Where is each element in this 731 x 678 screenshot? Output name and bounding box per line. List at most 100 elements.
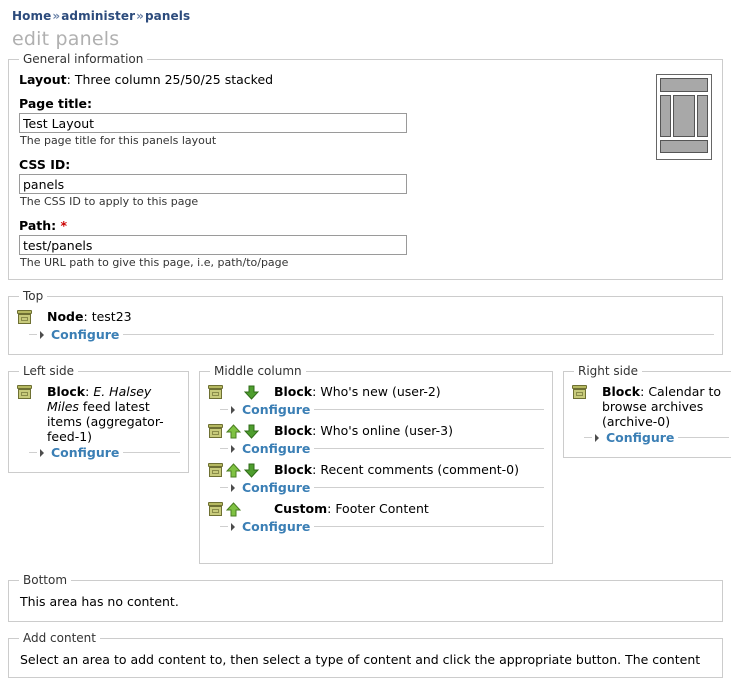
css-id-label: CSS ID: [19, 157, 71, 172]
configure-link[interactable]: Configure [606, 430, 675, 445]
triangle-right-icon [231, 405, 239, 414]
panel-columns: Left side Block: E. Halsey Miles feed la… [8, 364, 731, 564]
arrow-down-icon[interactable] [244, 463, 261, 479]
breadcrumb-separator: » [136, 9, 144, 23]
column-right: Right side Block: Calendar to browse arc… [563, 364, 731, 458]
configure-rule-right [123, 334, 714, 335]
panel-item-icons [208, 384, 274, 401]
trash-icon[interactable] [572, 385, 589, 401]
trash-icon[interactable] [17, 385, 34, 401]
trash-icon[interactable] [208, 424, 225, 440]
configure-row: Configure [572, 429, 729, 448]
panel-item-icons [208, 501, 274, 518]
path-label: Path: * [17, 218, 714, 235]
column-middle: Middle column Blo [199, 364, 553, 564]
add-content-description: Select an area to add content to, then s… [20, 652, 701, 667]
panel-item-type: Custom [274, 501, 328, 516]
triangle-right-icon [595, 433, 603, 442]
breadcrumb-item-home[interactable]: Home [12, 9, 52, 23]
trash-icon[interactable] [208, 502, 225, 518]
arrow-down-placeholder [244, 502, 261, 518]
path-input[interactable] [19, 235, 407, 255]
layout-value: Three column 25/50/25 stacked [74, 72, 274, 87]
configure-link[interactable]: Configure [242, 480, 311, 495]
arrow-up-icon[interactable] [226, 463, 243, 479]
configure-link[interactable]: Configure [242, 402, 311, 417]
panel-item-type: Node [47, 309, 84, 324]
configure-link[interactable]: Configure [51, 327, 120, 342]
arrow-down-icon[interactable] [244, 385, 261, 401]
field-group-page-title: Page title: The page title for this pane… [17, 96, 714, 157]
panel-item-icons [17, 384, 47, 401]
panel-item-title: Calendar to browse archives (archive-0) [602, 384, 722, 429]
trash-icon[interactable] [17, 310, 34, 326]
panel-item: Block: E. Halsey Miles feed latest items… [17, 382, 180, 464]
trash-icon[interactable] [208, 463, 225, 479]
field-group-css-id: CSS ID: The CSS ID to apply to this page [17, 157, 714, 218]
path-help: The URL path to give this page, i.e, pat… [20, 256, 289, 269]
region-bottom-legend: Bottom [23, 573, 68, 587]
panel-item-head: Block: E. Halsey Miles feed latest items… [17, 384, 180, 444]
panel-item-type: Block [274, 423, 313, 438]
panel-item-separator: : [83, 309, 88, 324]
css-id-input[interactable] [19, 174, 407, 194]
triangle-right-icon [231, 483, 239, 492]
panel-item-type: Block [274, 384, 313, 399]
panel-item-head: Node: test23 [17, 309, 714, 326]
layout-label: Layout [19, 72, 67, 87]
panel-item: Block: Who's new (user-2) Configure [208, 382, 544, 421]
configure-row: Configure [17, 444, 180, 463]
panel-item-label: Block: Calendar to browse archives (arch… [602, 384, 729, 429]
breadcrumb-item-panels[interactable]: panels [144, 9, 191, 23]
region-right-fieldset: Right side Block: Calendar to browse arc… [563, 364, 731, 458]
panel-item-title-rest: feed latest items (aggregator-feed-1) [47, 399, 164, 444]
panel-item-title: test23 [91, 309, 132, 324]
panel-item-separator: : [312, 462, 317, 477]
path-label-text: Path: [19, 218, 57, 233]
configure-row: Configure [208, 401, 544, 420]
panel-item-separator: : [312, 423, 317, 438]
configure-rule-left [220, 526, 228, 527]
configure-link[interactable]: Configure [51, 445, 120, 460]
configure-link[interactable]: Configure [242, 441, 311, 456]
region-left-fieldset: Left side Block: E. Halsey Miles feed la… [8, 364, 189, 473]
region-bottom-fieldset: Bottom This area has no content. [8, 573, 723, 622]
panel-item-label: Block: Recent comments (comment-0) [274, 462, 544, 477]
trash-icon[interactable] [208, 385, 225, 401]
css-id-help: The CSS ID to apply to this page [20, 195, 199, 208]
panel-item-head: Block: Calendar to browse archives (arch… [572, 384, 729, 429]
region-top-fieldset: Top Node: test23 Configure [8, 289, 723, 355]
configure-rule-left [220, 448, 228, 449]
panel-item-head: Block: Who's new (user-2) [208, 384, 544, 401]
panel-item-separator: : [640, 384, 645, 399]
panel-item: Block: Who's online (user-3) Configure [208, 421, 544, 460]
panel-item-title: Who's online (user-3) [320, 423, 453, 438]
breadcrumb-item-administer[interactable]: administer [61, 9, 136, 23]
panel-item: Block: Calendar to browse archives (arch… [572, 382, 729, 449]
panel-item: Node: test23 Configure [17, 307, 714, 346]
arrow-up-icon[interactable] [226, 424, 243, 440]
configure-row: Configure [208, 440, 544, 459]
panel-item-type: Block [274, 462, 313, 477]
breadcrumb: Home»administer»panels [8, 0, 723, 27]
panel-item: Block: Recent comments (comment-0) Confi… [208, 460, 544, 499]
panel-item-type: Block [47, 384, 86, 399]
panel-item-icons [208, 423, 274, 440]
panel-item-label: Node: test23 [47, 309, 714, 324]
configure-rule-left [29, 452, 37, 453]
configure-row: Configure [17, 326, 714, 345]
arrow-down-icon[interactable] [244, 424, 261, 440]
configure-rule-right [314, 487, 544, 488]
arrow-up-icon[interactable] [226, 502, 243, 518]
general-information-fieldset: General information Layout: Three column… [8, 52, 723, 280]
panel-item-separator: : [327, 501, 332, 516]
layout-colon: : [66, 72, 75, 87]
region-bottom-empty-text: This area has no content. [20, 594, 179, 609]
region-left-legend: Left side [23, 364, 74, 378]
configure-link[interactable]: Configure [242, 519, 311, 534]
page-title-input[interactable] [19, 113, 407, 133]
panel-item-separator: : [312, 384, 317, 399]
configure-rule-left [584, 437, 592, 438]
layout-thumbnail-icon [656, 74, 712, 160]
